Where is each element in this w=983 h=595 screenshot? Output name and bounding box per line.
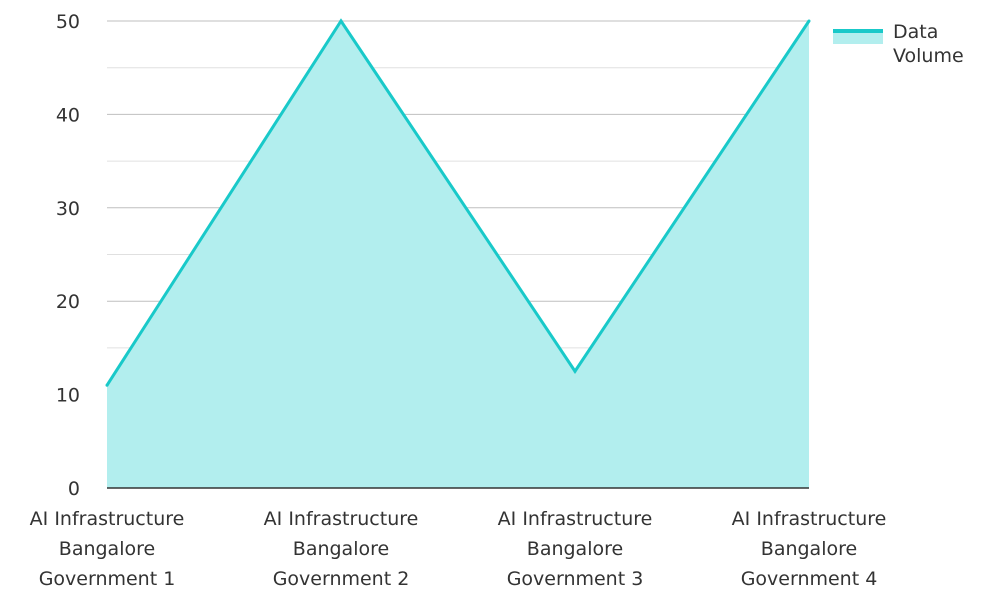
legend: Data Volume: [833, 21, 964, 68]
x-tick-label: AI Infrastructure Bangalore Government 4: [732, 508, 887, 590]
x-tick-label: AI Infrastructure Bangalore Government 2: [264, 508, 419, 590]
y-tick-label: 20: [56, 291, 80, 313]
data-point: [573, 369, 577, 373]
series-area-data-volume: [107, 21, 809, 488]
data-point: [339, 19, 343, 23]
y-tick-label: 40: [56, 104, 80, 126]
legend-label: Data Volume: [893, 21, 964, 67]
y-tick-label: 0: [68, 478, 80, 500]
x-tick-label: AI Infrastructure Bangalore Government 3: [498, 508, 653, 590]
data-point: [807, 19, 811, 23]
series-line-data-volume: [105, 18, 811, 387]
x-tick-label: AI Infrastructure Bangalore Government 1: [30, 508, 185, 590]
y-tick-label: 30: [56, 198, 80, 220]
legend-swatch: [833, 22, 883, 44]
y-tick-label: 10: [56, 385, 80, 407]
y-tick-label: 50: [56, 11, 80, 33]
data-point: [105, 383, 109, 387]
